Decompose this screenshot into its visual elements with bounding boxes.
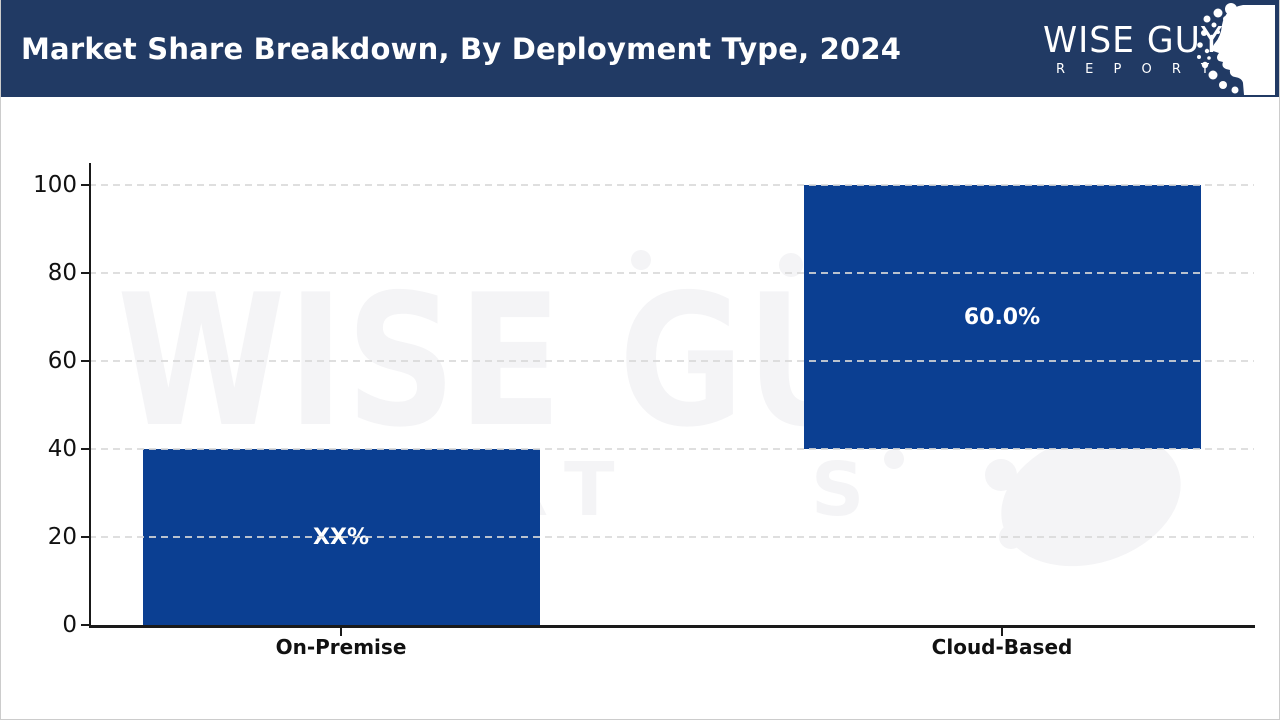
y-tick-mark	[81, 360, 89, 362]
logo-wordmark: WISE GUY	[1043, 20, 1223, 61]
page-title: Market Share Breakdown, By Deployment Ty…	[21, 31, 902, 66]
y-tick-label: 80	[47, 260, 77, 286]
y-tick-mark	[81, 448, 89, 450]
y-tick-mark	[81, 184, 89, 186]
gridline	[89, 448, 1254, 450]
logo-subtitle: R E P O R T S	[1056, 62, 1246, 77]
x-category-label: On-Premise	[275, 635, 407, 659]
y-tick-label: 20	[47, 524, 77, 550]
y-tick-mark	[81, 624, 89, 626]
y-tick-label: 0	[62, 612, 77, 638]
y-tick-label: 40	[47, 436, 77, 462]
header-bar: Market Share Breakdown, By Deployment Ty…	[1, 0, 1279, 97]
bar-value-label: 60.0%	[963, 304, 1041, 330]
watermark-letter: T	[564, 447, 615, 533]
wiseguy-logo: WISE GUY R E P O R T S	[1023, 0, 1275, 97]
bar-cloud-based: 60.0%	[803, 185, 1201, 449]
gridline	[89, 360, 1254, 362]
gridline	[89, 536, 1254, 538]
gridline	[89, 184, 1254, 186]
x-axis-line	[89, 625, 1255, 628]
y-tick-label: 100	[33, 172, 77, 198]
y-axis-line	[89, 163, 91, 627]
chart-area: WISE GUY R T S XX%60.0% On-PremiseCloud-…	[1, 97, 1279, 719]
face-profile-icon	[1197, 3, 1275, 95]
watermark-letter: S	[811, 447, 865, 533]
watermark-face-blob	[631, 250, 1181, 567]
y-tick-mark	[81, 536, 89, 538]
x-tick-mark	[1001, 628, 1003, 636]
x-tick-mark	[340, 628, 342, 636]
y-tick-label: 60	[47, 348, 77, 374]
x-category-label: Cloud-Based	[931, 635, 1073, 659]
y-tick-mark	[81, 272, 89, 274]
gridline	[89, 272, 1254, 274]
